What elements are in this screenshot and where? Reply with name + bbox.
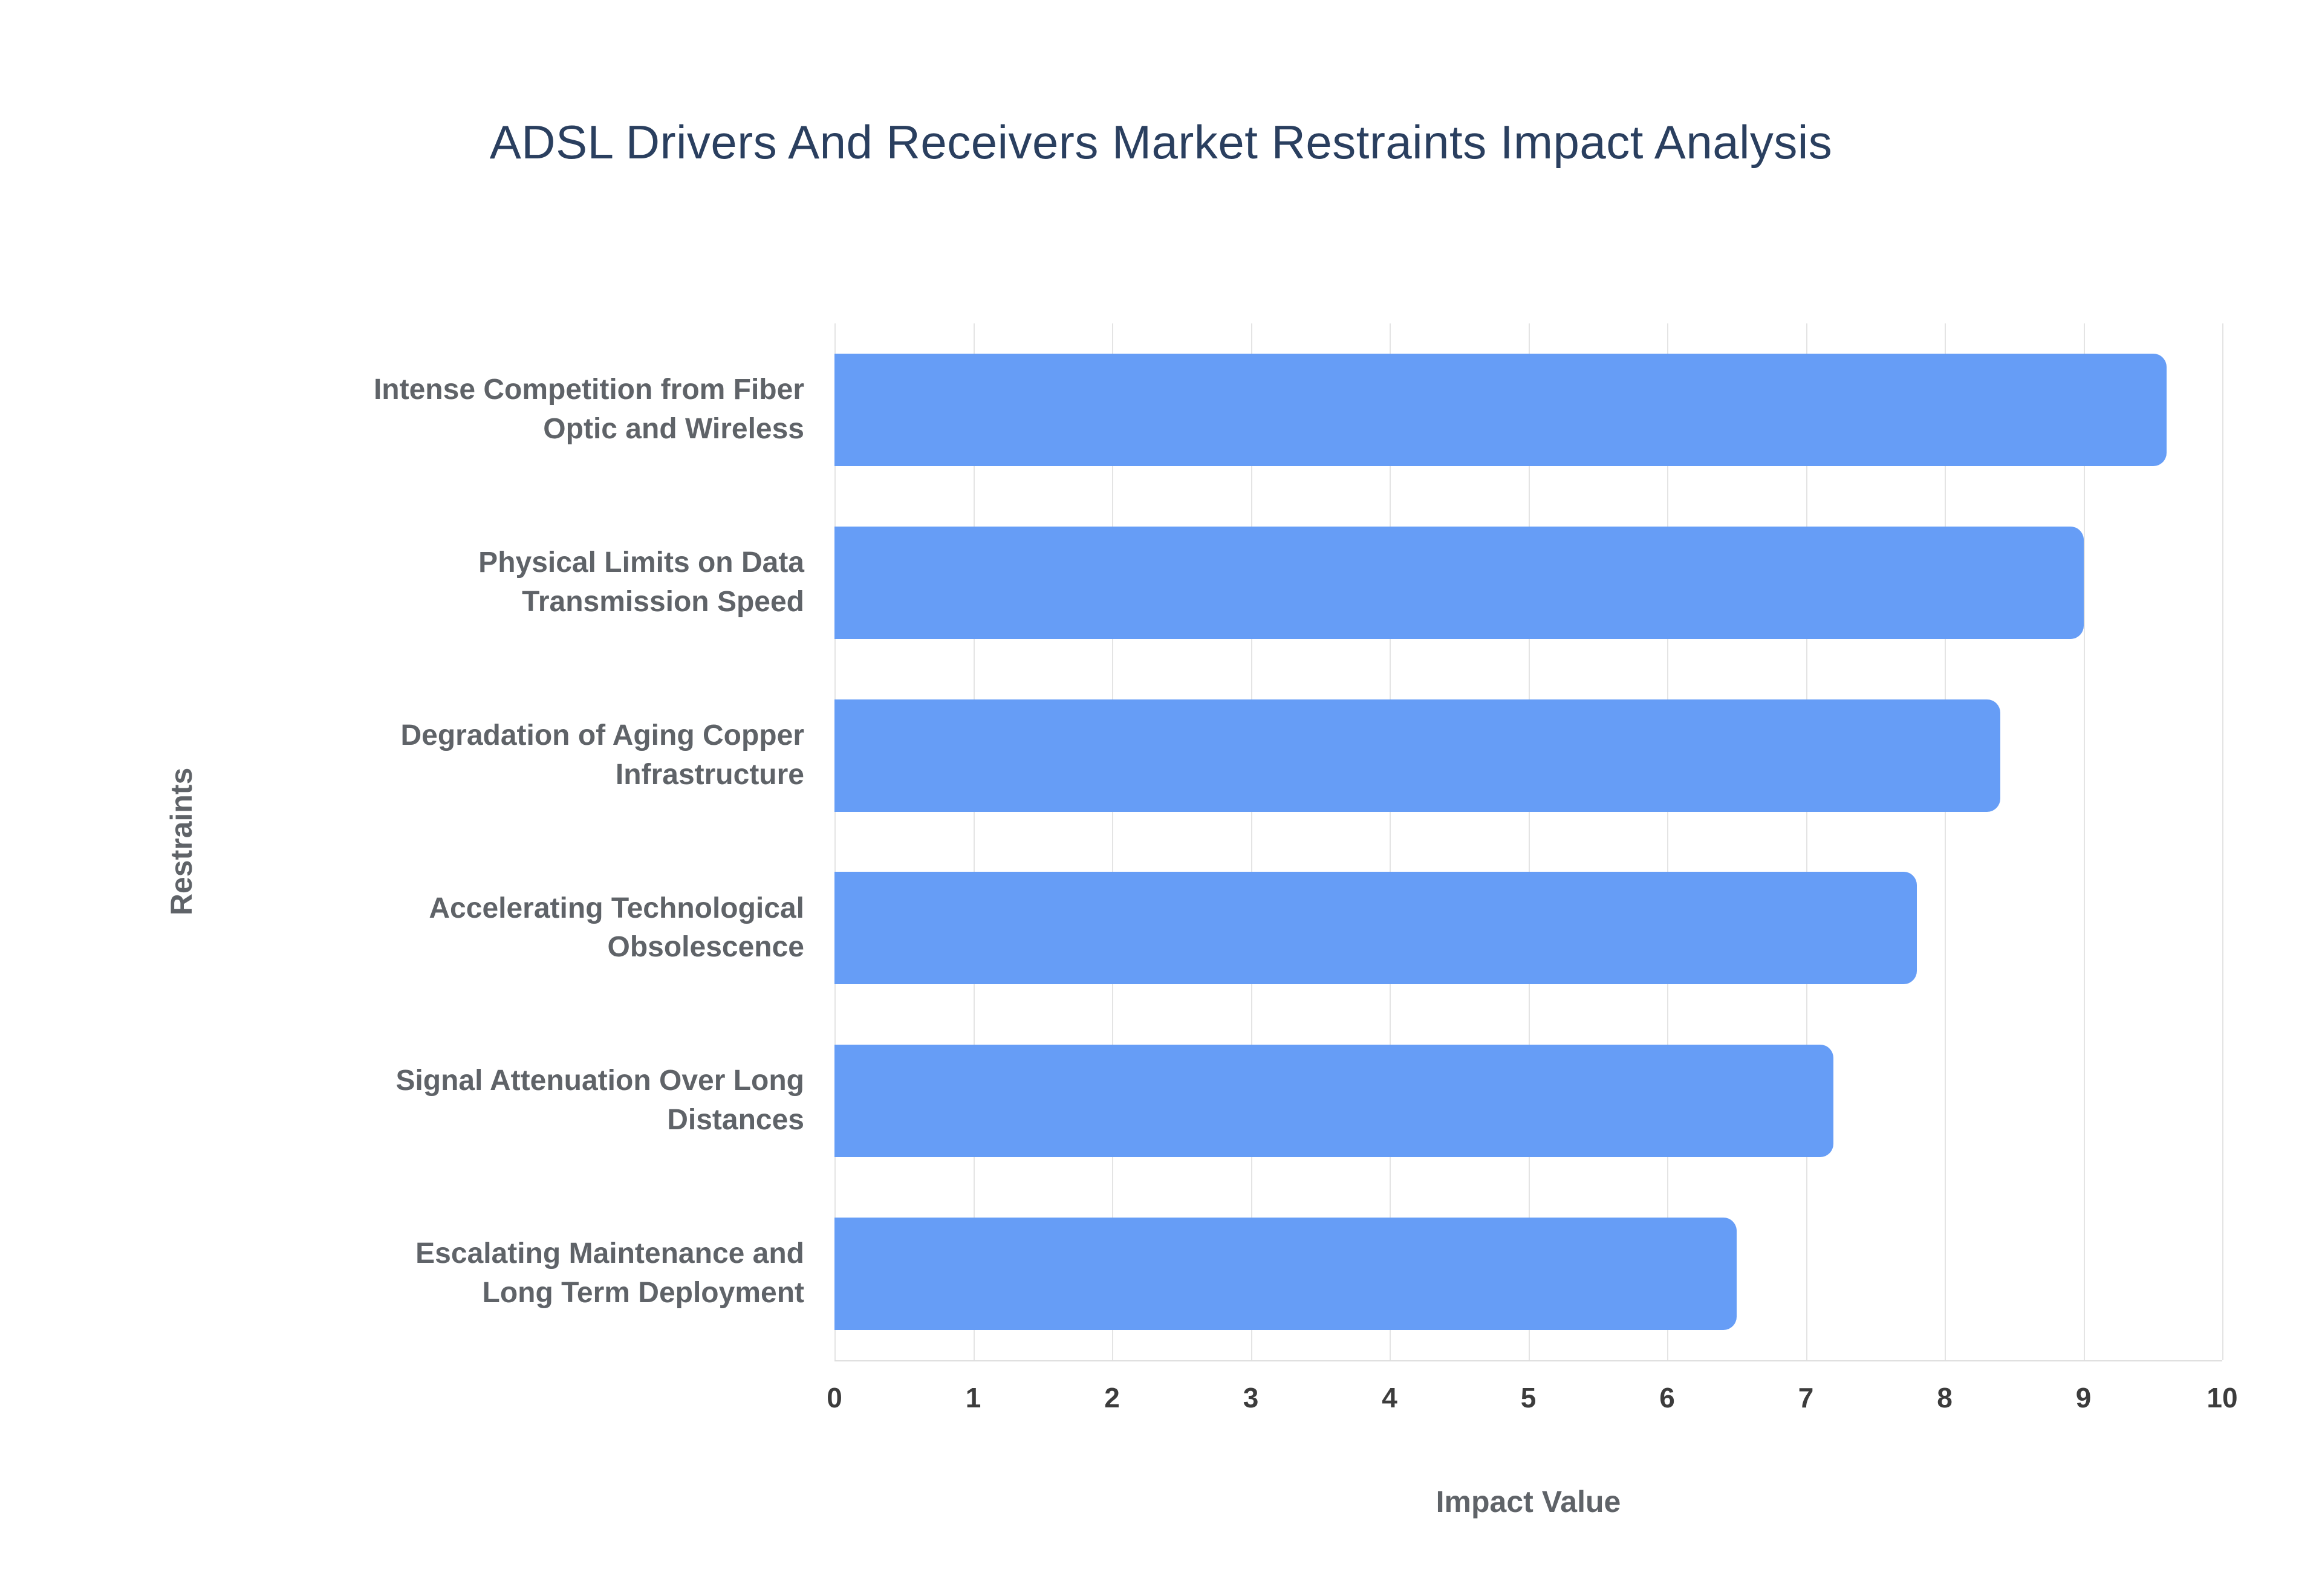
- bar: [834, 699, 2000, 812]
- x-tick-label: 5: [1520, 1382, 1537, 1413]
- category-label: Escalating Maintenance and Long Term Dep…: [415, 1238, 804, 1309]
- gridline: [1667, 323, 1668, 1360]
- x-axis-ticks: 0 1 2 3 4 5 6 7 8 9 10: [827, 1381, 2237, 1430]
- x-tick-label: 0: [827, 1382, 842, 1413]
- category-label: Signal Attenuation Over Long Distances: [395, 1065, 804, 1137]
- x-tick-label: 9: [2075, 1382, 2092, 1413]
- category-label: Degradation of Aging Copper Infrastructu…: [400, 719, 804, 791]
- chart-title: ADSL Drivers And Receivers Market Restra…: [489, 115, 1833, 169]
- bar: [834, 353, 2167, 466]
- x-tick-label: 7: [1798, 1382, 1814, 1413]
- gridline: [2083, 323, 2085, 1360]
- x-tick-label: 2: [1104, 1382, 1120, 1413]
- plot-area: [834, 323, 2223, 1361]
- x-tick-label: 4: [1382, 1382, 1397, 1413]
- x-tick-label: 3: [1243, 1382, 1259, 1413]
- gridline: [834, 323, 836, 1360]
- gridline: [1390, 323, 1391, 1360]
- gridline: [1806, 323, 1807, 1360]
- x-tick-label: 10: [2207, 1382, 2238, 1413]
- bar: [834, 526, 2084, 639]
- category-labels: Intense Competition from Fiber Optic and…: [230, 323, 804, 1360]
- gridline: [2222, 323, 2223, 1360]
- bar: [834, 872, 1917, 985]
- gridline: [973, 323, 975, 1360]
- x-tick-label: 6: [1659, 1382, 1675, 1413]
- gridline: [1250, 323, 1252, 1360]
- gridline: [1528, 323, 1530, 1360]
- gridline: [1112, 323, 1113, 1360]
- bar: [834, 1218, 1737, 1331]
- category-label: Physical Limits on Data Transmission Spe…: [478, 546, 804, 618]
- y-axis-title: Restraints: [164, 767, 198, 916]
- gridline: [1945, 323, 1946, 1360]
- category-label: Intense Competition from Fiber Optic and…: [373, 374, 804, 445]
- x-tick-label: 1: [965, 1382, 981, 1413]
- x-tick-label: 8: [1937, 1382, 1953, 1413]
- x-axis-title: Impact Value: [1436, 1485, 1621, 1519]
- bar: [834, 1045, 1834, 1158]
- category-label: Accelerating Technological Obsolescence: [429, 892, 804, 964]
